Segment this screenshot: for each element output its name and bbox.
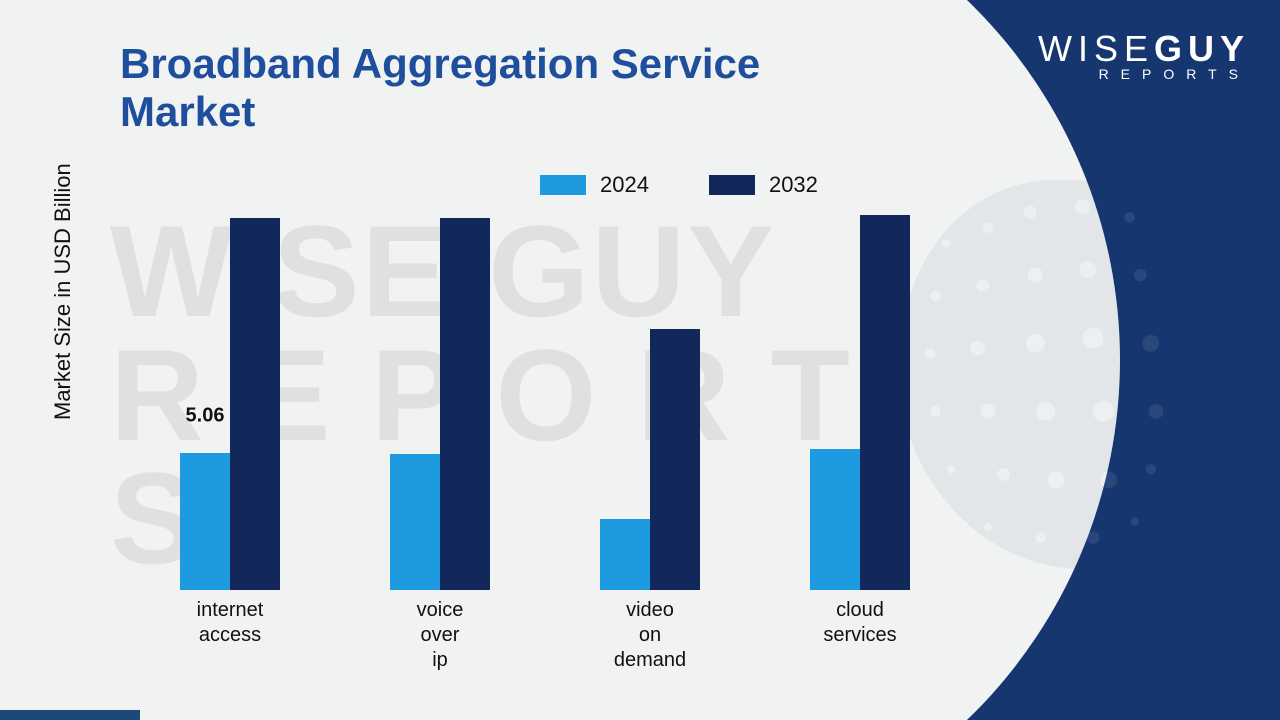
bar-2024-3	[810, 449, 860, 590]
legend-label-1: 2032	[769, 172, 818, 198]
value-label: 5.06	[186, 404, 225, 427]
bar-2032-1	[440, 218, 490, 590]
bar-2024-2	[600, 519, 650, 590]
y-axis-label: Market Size in USD Billion	[50, 163, 76, 420]
bar-2024-0	[180, 453, 230, 590]
logo-line1: WISEGUY	[1038, 28, 1250, 70]
category-label-3: cloud services	[823, 590, 896, 648]
bar-2024-1	[390, 454, 440, 590]
logo-word-2: GUY	[1154, 28, 1250, 69]
legend-swatch-1	[709, 175, 755, 195]
bar-2032-0	[230, 218, 280, 590]
logo-word-1: WISE	[1038, 28, 1154, 69]
page: WISEGUY REPORTS WISE GUY R E P O R T S B…	[0, 0, 1280, 720]
legend: 2024 2032	[540, 172, 818, 198]
chart-plot-area: internet accessvoice over ipvideo on dem…	[150, 210, 950, 590]
bottom-accent-bar	[0, 710, 140, 720]
category-label-0: internet access	[197, 590, 264, 648]
chart-title: Broadband Aggregation Service Market	[120, 40, 770, 137]
bar-2032-3	[860, 215, 910, 590]
legend-item-1: 2032	[709, 172, 818, 198]
legend-item-0: 2024	[540, 172, 649, 198]
brand-logo: WISEGUY REPORTS	[1038, 28, 1250, 82]
legend-swatch-0	[540, 175, 586, 195]
bar-2032-2	[650, 329, 700, 590]
category-label-2: video on demand	[614, 590, 686, 673]
legend-label-0: 2024	[600, 172, 649, 198]
category-label-1: voice over ip	[417, 590, 464, 673]
